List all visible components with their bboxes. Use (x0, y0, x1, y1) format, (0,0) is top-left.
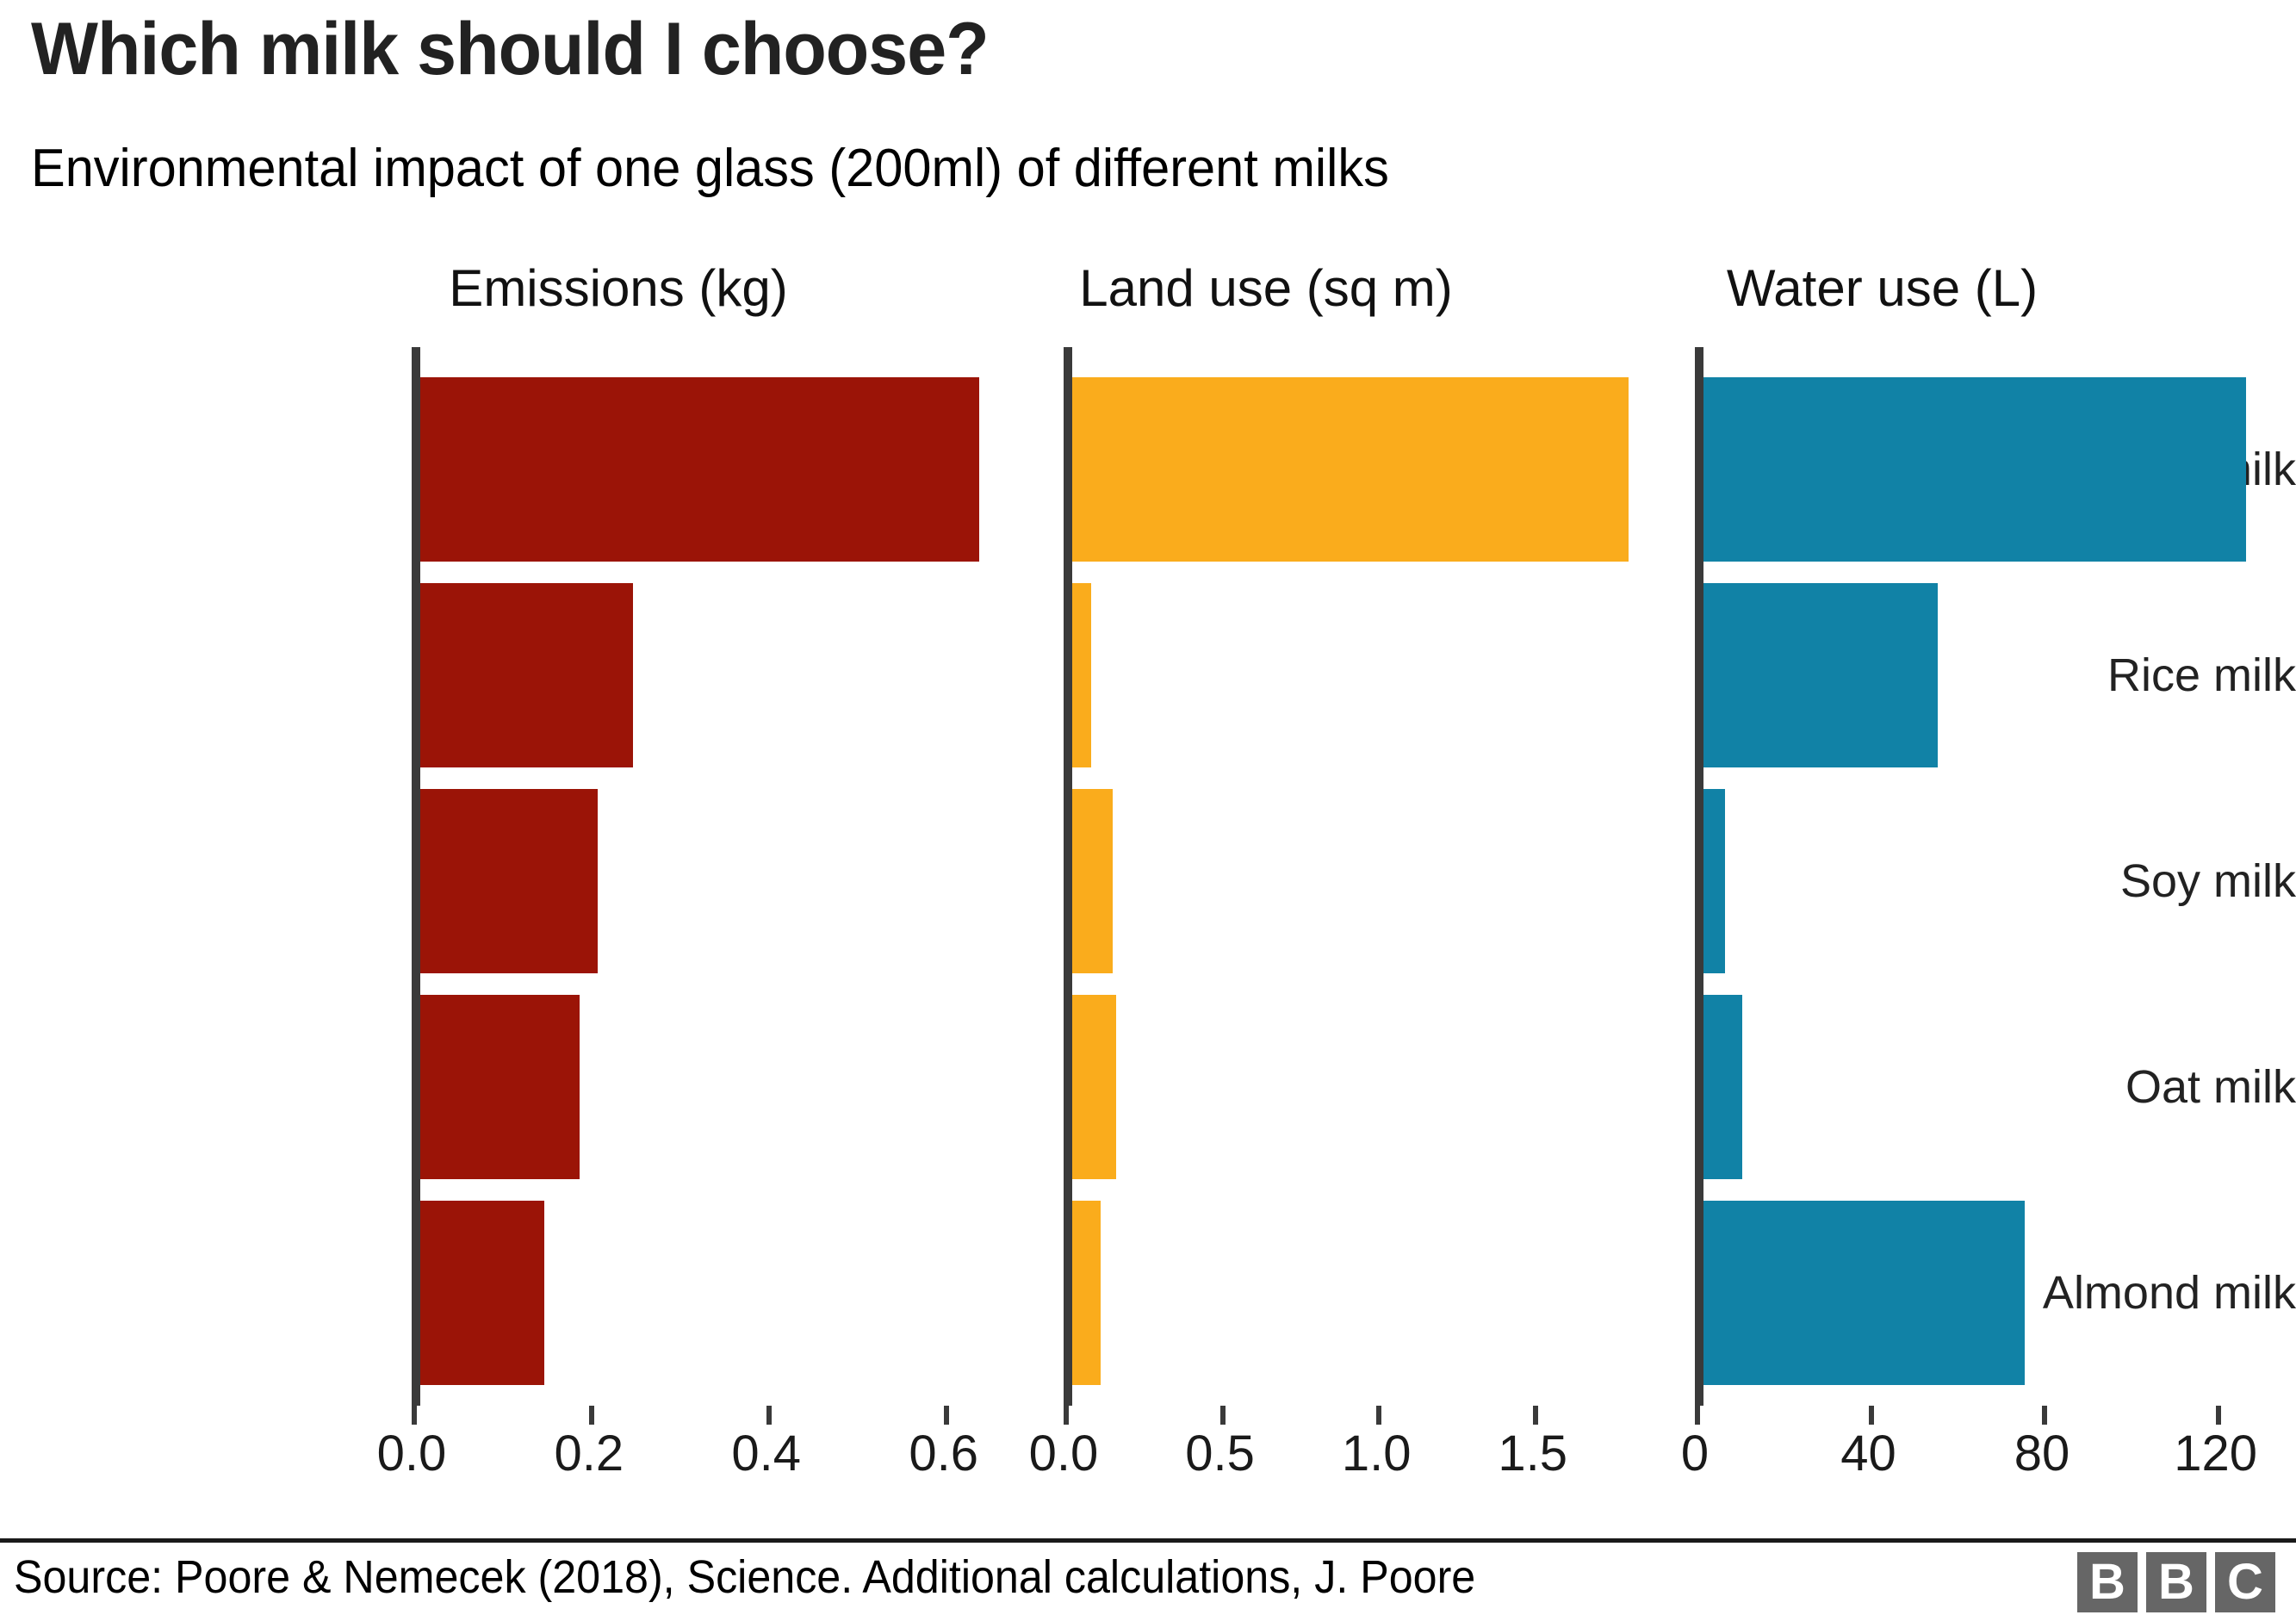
tick-label-land-2: 1.0 (1341, 1426, 1412, 1481)
bar-emissions-soy-milk (420, 789, 598, 973)
category-label-almond-milk: Almond milk (2042, 1267, 2296, 1319)
tick-water-3 (2215, 1406, 2221, 1425)
tick-label-land-1: 0.5 (1185, 1426, 1255, 1481)
tick-label-emissions-0: 0.0 (376, 1426, 447, 1481)
axis-spine-emissions (412, 347, 420, 1406)
bar-water-dairy-milk (1703, 377, 2246, 562)
bar-water-almond-milk (1703, 1201, 2025, 1385)
tick-water-0 (1695, 1406, 1700, 1425)
bar-emissions-almond-milk (420, 1201, 545, 1385)
tick-label-emissions-3: 0.6 (909, 1426, 978, 1481)
tick-land-3 (1532, 1406, 1538, 1425)
bar-water-soy-milk (1703, 789, 1726, 973)
bar-land-dairy-milk (1072, 377, 1629, 562)
tick-land-0 (1064, 1406, 1069, 1425)
tick-label-water-0: 0 (1680, 1426, 1710, 1481)
tick-emissions-3 (943, 1406, 949, 1425)
bbc-logo-letter-0: B (2077, 1552, 2138, 1612)
tick-label-land-0: 0.0 (1028, 1426, 1099, 1481)
bar-emissions-oat-milk (420, 995, 580, 1179)
tick-label-water-1: 40 (1840, 1426, 1896, 1481)
bar-water-rice-milk (1703, 583, 1939, 767)
tick-emissions-1 (588, 1406, 594, 1425)
tick-emissions-2 (766, 1406, 772, 1425)
bbc-logo-letter-2: C (2215, 1552, 2275, 1612)
panel-title-emissions: Emissions (kg) (449, 259, 788, 317)
bar-emissions-rice-milk (420, 583, 634, 767)
tick-water-1 (1868, 1406, 1874, 1425)
footer-divider (0, 1538, 2296, 1543)
page-subtitle: Environmental impact of one glass (200ml… (31, 139, 1389, 198)
bar-emissions-dairy-milk (420, 377, 979, 562)
bar-land-almond-milk (1072, 1201, 1101, 1385)
bar-land-rice-milk (1072, 583, 1091, 767)
tick-label-land-3: 1.5 (1498, 1426, 1568, 1481)
bar-land-soy-milk (1072, 789, 1114, 973)
bbc-logo-letter-1: B (2146, 1552, 2206, 1612)
tick-land-1 (1219, 1406, 1226, 1425)
category-label-oat-milk: Oat milk (2125, 1061, 2296, 1113)
axis-spine-land (1064, 347, 1072, 1406)
category-label-rice-milk: Rice milk (2107, 649, 2296, 701)
tick-label-emissions-1: 0.2 (554, 1426, 624, 1481)
panel-title-land: Land use (sq m) (1079, 259, 1453, 317)
panel-title-water: Water use (L) (1726, 259, 2038, 317)
tick-water-2 (2042, 1406, 2048, 1425)
bar-land-oat-milk (1072, 995, 1116, 1179)
page-title: Which milk should I choose? (31, 8, 990, 90)
tick-land-2 (1376, 1406, 1382, 1425)
tick-label-water-3: 120 (2174, 1426, 2257, 1481)
tick-emissions-0 (412, 1406, 417, 1425)
tick-label-emissions-2: 0.4 (731, 1426, 802, 1481)
axis-spine-water (1695, 347, 1703, 1406)
bar-water-oat-milk (1703, 995, 1743, 1179)
category-label-soy-milk: Soy milk (2119, 855, 2296, 907)
tick-label-water-2: 80 (2014, 1426, 2070, 1481)
source-note: Source: Poore & Nemecek (2018), Science.… (14, 1551, 1476, 1603)
